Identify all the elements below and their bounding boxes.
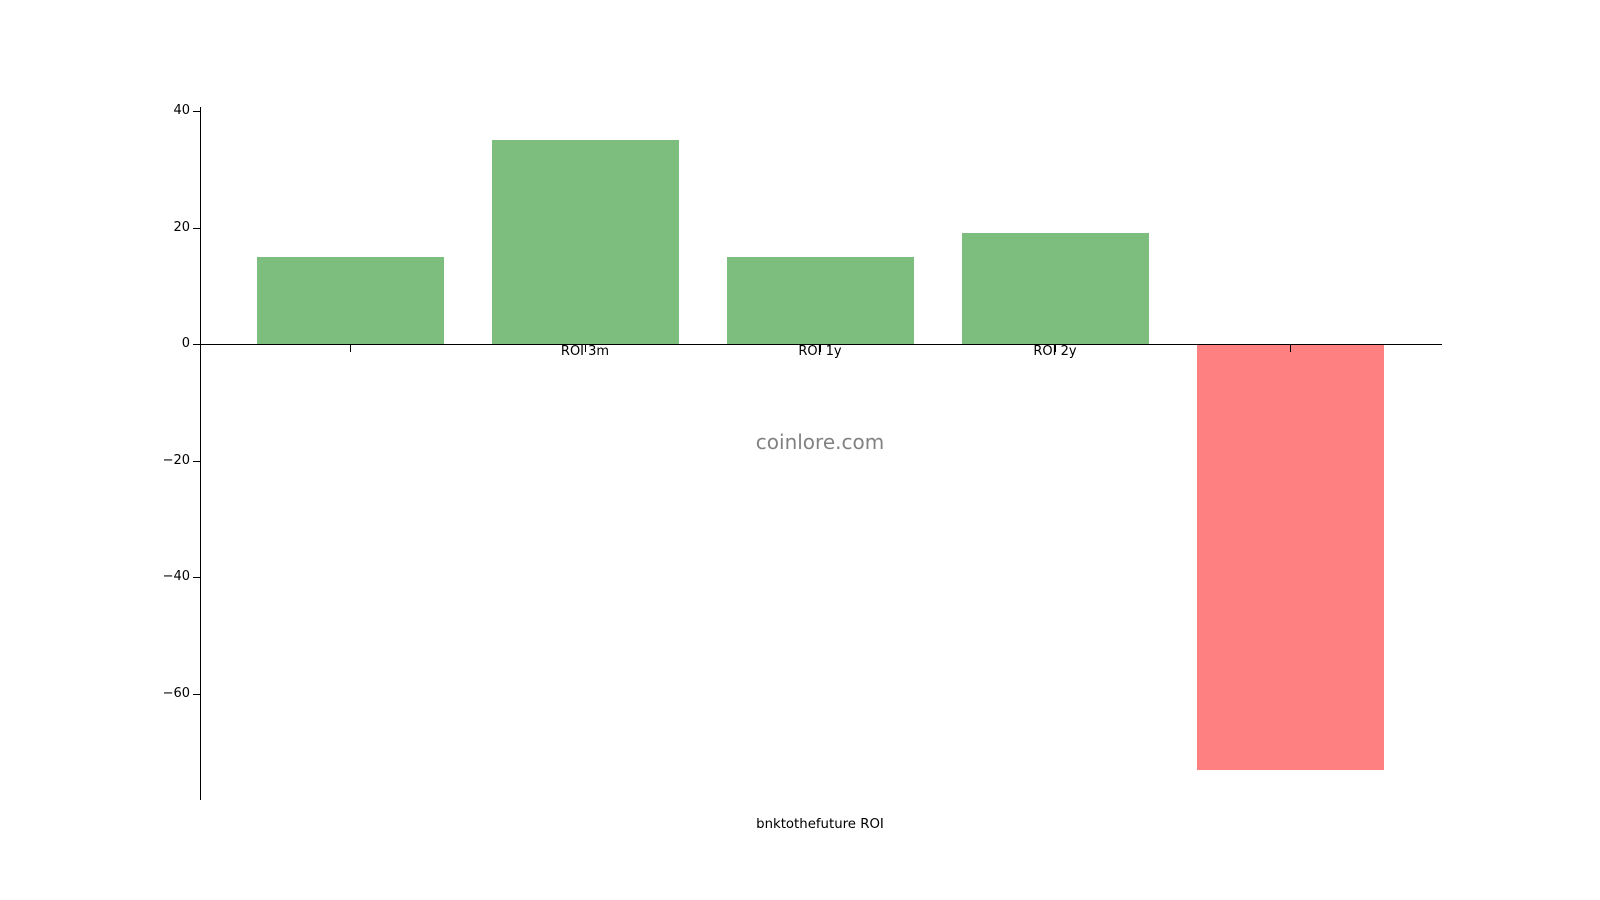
y-tick-mark <box>193 111 200 112</box>
x-tick-mark <box>585 345 586 352</box>
x-tick-label: ROI 2y <box>1033 344 1077 359</box>
bar-positive <box>961 233 1149 344</box>
y-tick-label: 0 <box>181 336 190 351</box>
y-tick-label: −40 <box>162 569 190 584</box>
y-tick-mark <box>193 344 200 345</box>
bar-positive <box>256 256 444 344</box>
y-tick-label: −20 <box>162 452 190 468</box>
x-axis-line <box>200 344 1442 345</box>
bar-positive <box>726 256 914 344</box>
bar-positive <box>491 140 679 344</box>
y-tick-mark <box>193 577 200 578</box>
x-tick-mark <box>820 345 821 352</box>
y-tick-mark <box>193 693 200 695</box>
x-tick-mark <box>350 345 351 352</box>
bar-negative <box>1196 345 1384 771</box>
y-tick-label: −60 <box>162 685 190 701</box>
x-tick-mark <box>1055 345 1056 352</box>
x-tick-mark <box>1290 345 1291 352</box>
y-axis-spine <box>200 107 201 800</box>
watermark-text: coinlore.com <box>755 430 885 454</box>
x-tick-label: ROI 1y <box>798 344 842 359</box>
y-tick-mark <box>193 227 200 229</box>
y-tick-label: 20 <box>173 219 190 235</box>
x-tick-label: ROI 3m <box>560 344 610 359</box>
chart-caption: bnktothefuture ROI <box>756 817 884 832</box>
y-tick-mark <box>193 460 200 462</box>
y-tick-label: 40 <box>173 103 190 118</box>
